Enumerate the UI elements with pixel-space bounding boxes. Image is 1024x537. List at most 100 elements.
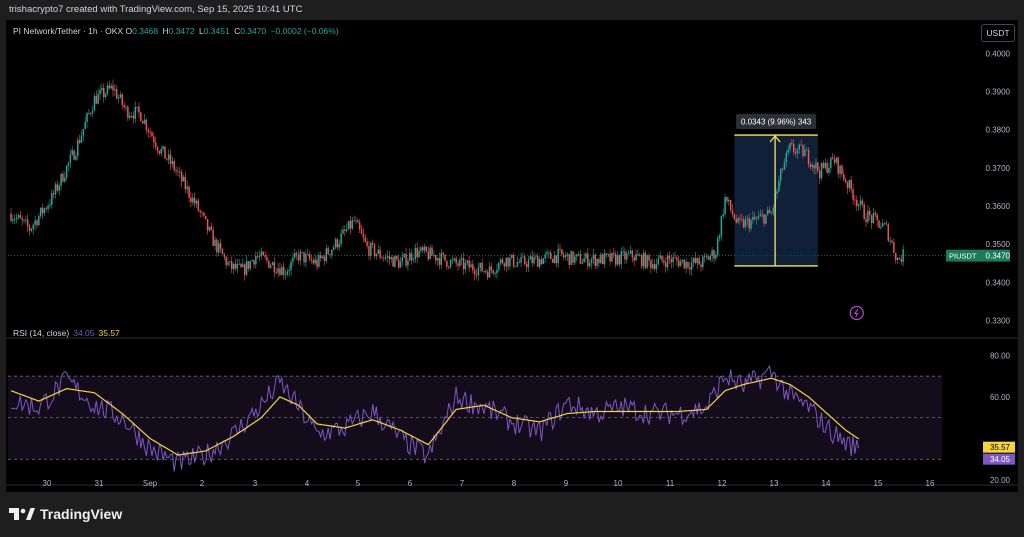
candle xyxy=(631,249,634,263)
candle-body xyxy=(167,154,170,160)
candle-body xyxy=(733,214,736,220)
candle xyxy=(512,252,515,269)
candle-body xyxy=(370,242,372,256)
candle xyxy=(789,142,791,153)
x-tick-label: 5 xyxy=(356,479,361,488)
candle xyxy=(715,251,717,262)
candle xyxy=(414,243,417,264)
candle xyxy=(776,188,778,200)
candle xyxy=(258,249,261,262)
candle xyxy=(804,144,806,157)
candle xyxy=(603,248,606,269)
tradingview-logo[interactable]: TradingView xyxy=(9,506,122,522)
candle-body xyxy=(186,186,188,190)
candle-body xyxy=(496,269,498,274)
candle-body xyxy=(88,113,90,114)
rsi-tick-label: 60.00 xyxy=(990,393,1011,402)
candle xyxy=(279,262,281,277)
logo-text: TradingView xyxy=(40,506,123,522)
price-tick-label: 0.3800 xyxy=(986,126,1011,135)
candle xyxy=(119,91,122,99)
candle-body xyxy=(627,253,630,255)
candle-body xyxy=(735,219,737,223)
candle-body xyxy=(143,119,146,124)
candle xyxy=(588,259,591,269)
candle-body xyxy=(258,255,261,257)
candle xyxy=(49,199,51,209)
candle xyxy=(23,219,25,224)
candle xyxy=(531,250,533,268)
change-value: −0.0002 (−0.06%) xyxy=(270,26,339,36)
candle-body xyxy=(485,270,487,272)
candle xyxy=(399,256,402,268)
candle-body xyxy=(766,209,769,215)
candle xyxy=(677,255,680,269)
candle xyxy=(290,258,292,276)
candle xyxy=(846,180,849,194)
candle-body xyxy=(199,210,201,213)
symbol-title[interactable]: PI Network/Tether · 1h · OKX xyxy=(13,26,124,36)
candle xyxy=(666,252,669,271)
candle-body xyxy=(622,251,624,253)
candle-body xyxy=(190,197,192,203)
candle xyxy=(13,214,16,224)
rsi-title[interactable]: RSI (14, close) xyxy=(13,328,70,338)
candle-body xyxy=(720,216,723,236)
candle-body xyxy=(97,94,99,104)
candle xyxy=(371,239,374,249)
candle-body xyxy=(746,218,749,220)
candle-body xyxy=(180,171,183,182)
candle xyxy=(318,251,320,269)
candle xyxy=(60,173,62,191)
candle xyxy=(446,260,448,271)
candle xyxy=(10,207,12,223)
last-price-value: 0.3470 xyxy=(986,252,1011,261)
candle-body xyxy=(522,256,524,258)
candle-body xyxy=(371,242,374,245)
candle-body xyxy=(349,220,352,229)
candle xyxy=(494,271,496,278)
candle-body xyxy=(208,226,211,231)
chart-frame[interactable]: 0.4000 0.3900 0.3800 0.3700 0.3600 0.3500 0.34… xyxy=(6,20,1018,492)
candle-body xyxy=(173,161,175,171)
candle xyxy=(826,159,828,175)
candle xyxy=(496,263,498,279)
high-label: H xyxy=(162,26,169,36)
candle-body xyxy=(581,262,584,264)
candle-body xyxy=(238,263,240,265)
currency-button[interactable]: USDT xyxy=(981,24,1015,42)
candle-body xyxy=(305,254,307,263)
candle-body xyxy=(644,253,647,268)
candle-body xyxy=(153,136,155,143)
alert-flash-bolt xyxy=(853,308,859,318)
candle xyxy=(772,204,775,216)
candle xyxy=(121,93,124,109)
candle xyxy=(143,113,146,125)
candle xyxy=(338,240,341,251)
candle xyxy=(763,213,765,228)
candle xyxy=(854,194,856,206)
candle-body xyxy=(640,255,643,267)
candle xyxy=(867,205,869,225)
candle-body xyxy=(750,220,752,229)
candle xyxy=(56,180,59,193)
candle xyxy=(368,240,370,260)
candle-body xyxy=(516,262,519,267)
candle xyxy=(507,256,509,271)
candle xyxy=(824,158,826,171)
candle-body xyxy=(273,262,276,273)
candle-body xyxy=(132,115,135,119)
candle-body xyxy=(856,200,858,207)
chart-canvas[interactable]: 0.4000 0.3900 0.3800 0.3700 0.3600 0.3500 0.34… xyxy=(6,20,1018,492)
candle xyxy=(768,205,771,214)
candle xyxy=(657,254,660,267)
candle xyxy=(409,248,411,261)
candle xyxy=(659,251,661,259)
candle xyxy=(69,149,72,169)
candle-body xyxy=(601,254,604,265)
candle xyxy=(396,254,398,261)
candle xyxy=(856,195,858,212)
candle xyxy=(388,251,391,266)
candle xyxy=(555,254,558,268)
candle xyxy=(475,268,478,280)
